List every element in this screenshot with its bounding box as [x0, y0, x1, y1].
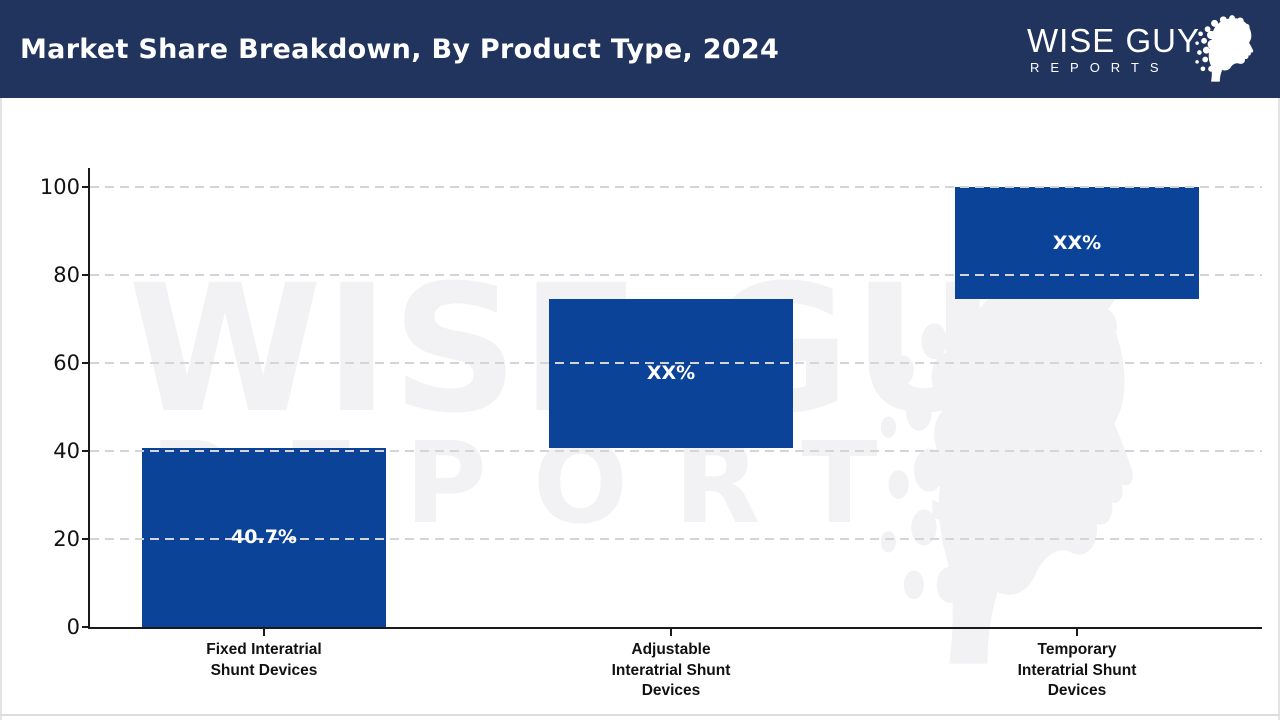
bar-value-label: 40.7%: [231, 526, 297, 549]
bar-value-label: XX%: [646, 362, 696, 385]
x-category-label: Adjustable Interatrial Shunt Devices: [531, 640, 811, 702]
x-axis-tick: [263, 629, 265, 636]
bar-value-label: XX%: [1052, 231, 1102, 254]
gridline: [90, 537, 1262, 540]
y-axis-tick: [82, 361, 89, 364]
bottom-border: [0, 714, 1280, 716]
chart-title: Market Share Breakdown, By Product Type,…: [20, 33, 780, 65]
x-category-label-line: Temporary: [1037, 641, 1117, 658]
bar-segment: [955, 186, 1199, 299]
x-category-label-line: Interatrial Shunt: [611, 661, 731, 679]
y-axis-tick-label: 40: [53, 438, 80, 463]
y-axis-tick: [82, 185, 89, 188]
x-axis-tick: [670, 629, 672, 636]
x-category-label-line: Devices: [641, 682, 701, 700]
x-category-label: Fixed Interatrial Shunt Devices: [124, 640, 404, 681]
x-axis-line: [88, 627, 1262, 629]
y-axis-tick-label: 80: [53, 262, 80, 287]
y-axis-tick: [82, 626, 89, 628]
dotted-head-profile-icon: [1195, 15, 1254, 82]
y-axis-tick: [82, 273, 89, 276]
y-axis-tick-label: 0: [66, 615, 80, 639]
bar-segment: [549, 298, 793, 448]
x-category-label-line: Interatrial Shunt: [1017, 661, 1137, 679]
y-axis-tick: [82, 449, 89, 452]
x-category-label-line: Devices: [1047, 682, 1107, 700]
x-category-label-line: Shunt Devices: [210, 661, 318, 679]
gridline: [90, 449, 1262, 452]
y-axis-tick-label: 100: [39, 174, 80, 199]
x-category-label-line: Fixed Interatrial: [206, 641, 322, 658]
watermark-head-profile-icon: [880, 255, 1133, 664]
right-border: [1278, 98, 1280, 720]
gridline: [90, 273, 1262, 276]
x-category-label: Temporary Interatrial Shunt Devices: [937, 640, 1217, 702]
gridline: [90, 185, 1262, 188]
brand-name: WISE GUY: [1026, 22, 1200, 59]
left-border: [0, 98, 2, 720]
brand-logo: WISE GUY REPORTS: [1027, 14, 1280, 84]
header: Market Share Breakdown, By Product Type,…: [0, 0, 1280, 98]
y-axis-line: [88, 168, 90, 629]
x-axis-tick: [1076, 629, 1078, 636]
brand-subname: REPORTS: [1029, 60, 1170, 75]
y-axis-tick: [82, 537, 89, 540]
gridline: [90, 361, 1262, 364]
y-axis-tick-label: 60: [53, 350, 80, 375]
bar-segment: [142, 447, 386, 627]
brand-logo-text: WISE GUY REPORTS: [1027, 24, 1200, 74]
x-category-label-line: Adjustable: [631, 641, 711, 658]
y-axis-tick-label: 20: [53, 526, 80, 551]
